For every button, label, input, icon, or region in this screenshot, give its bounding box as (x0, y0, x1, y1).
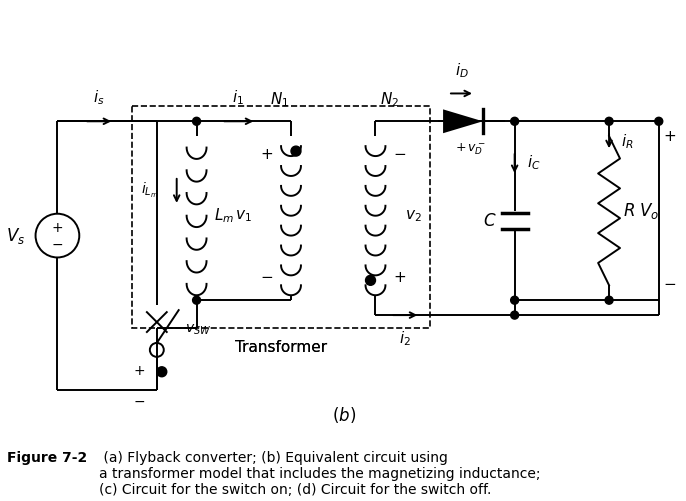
Circle shape (510, 296, 519, 304)
Text: +: + (133, 364, 145, 378)
Text: +: + (393, 270, 406, 285)
Text: $i_C$: $i_C$ (527, 154, 540, 172)
Text: $R$: $R$ (623, 202, 635, 220)
Bar (132, 106, 430, 328)
Circle shape (605, 296, 613, 304)
Text: $V_o$: $V_o$ (639, 201, 659, 221)
Text: $v_1$: $v_1$ (235, 208, 252, 223)
Text: (a) Flyback converter; (b) Equivalent circuit using
a transformer model that inc: (a) Flyback converter; (b) Equivalent ci… (99, 451, 541, 497)
Text: +: + (664, 129, 676, 144)
Text: $L_m$: $L_m$ (215, 206, 235, 225)
Text: $+\,v_D^-$: $+\,v_D^-$ (455, 141, 486, 157)
Text: +: + (261, 147, 273, 162)
Text: $v_2$: $v_2$ (405, 208, 422, 223)
Text: $i_D$: $i_D$ (455, 61, 469, 80)
Circle shape (291, 146, 301, 156)
Text: Transformer: Transformer (235, 340, 327, 355)
Circle shape (157, 367, 167, 377)
Text: $(b)$: $(b)$ (331, 404, 356, 424)
Text: $N_2$: $N_2$ (381, 91, 399, 109)
Text: −: − (51, 237, 63, 252)
Circle shape (366, 276, 375, 285)
Circle shape (605, 117, 613, 125)
Text: Transformer: Transformer (235, 340, 327, 355)
Text: −: − (261, 270, 273, 285)
Text: $i_R$: $i_R$ (621, 132, 634, 150)
Circle shape (510, 117, 519, 125)
Text: −: − (133, 395, 145, 409)
Circle shape (193, 296, 200, 304)
Text: −: − (393, 147, 406, 162)
Text: $i_{L_m}$: $i_{L_m}$ (141, 181, 158, 200)
Text: −: − (664, 277, 676, 292)
Text: $v_{SW}$: $v_{SW}$ (185, 323, 211, 337)
Text: +: + (51, 220, 63, 234)
Polygon shape (443, 109, 483, 133)
Circle shape (655, 117, 663, 125)
Text: $C$: $C$ (483, 212, 497, 229)
Text: $N_1$: $N_1$ (270, 91, 289, 109)
Circle shape (193, 117, 200, 125)
Text: Figure 7-2: Figure 7-2 (7, 451, 87, 465)
Text: $i_1$: $i_1$ (233, 89, 244, 107)
Text: $i_s$: $i_s$ (93, 89, 105, 107)
Text: $i_2$: $i_2$ (399, 329, 412, 348)
Text: $V_s$: $V_s$ (6, 225, 25, 245)
Circle shape (510, 311, 519, 319)
